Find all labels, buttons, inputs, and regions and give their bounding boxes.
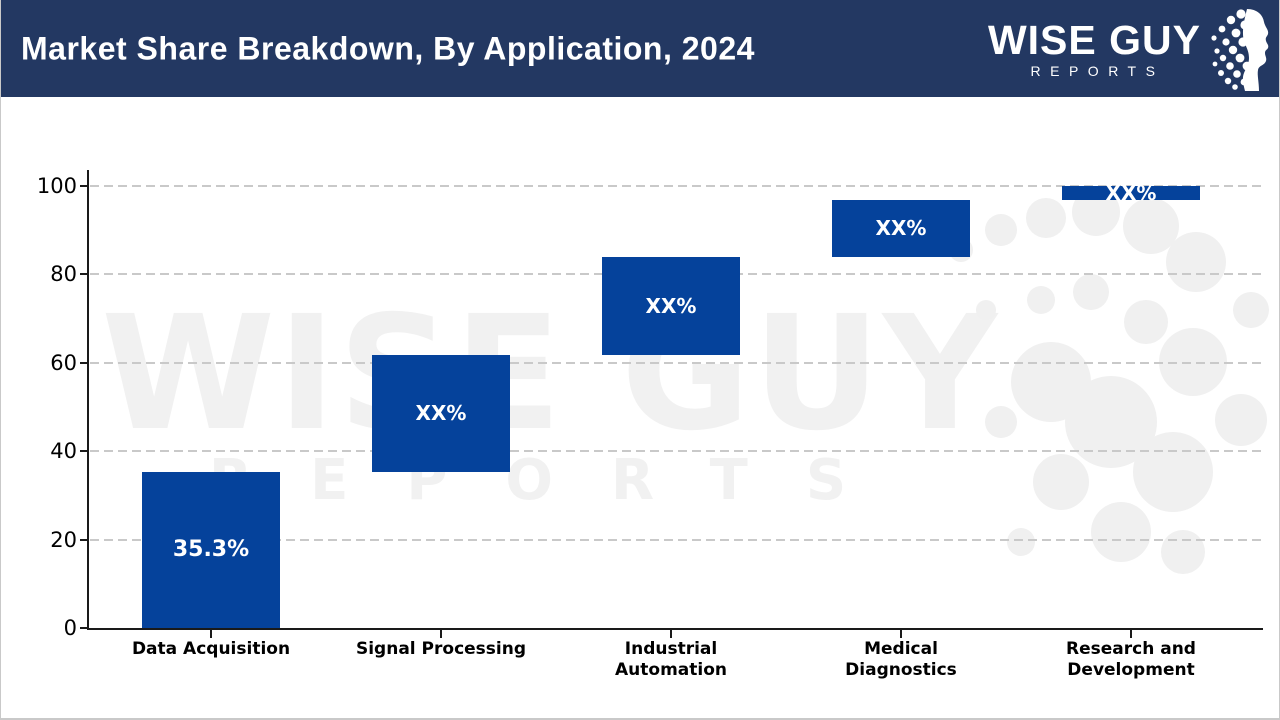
y-tick-label: 40 [50,439,77,464]
y-tick-mark [80,361,87,364]
bar-value-label: XX% [875,216,927,241]
y-tick-mark [80,450,87,453]
gridline-100 [90,185,1263,187]
x-axis-line [87,628,1263,630]
x-category-label-line: Automation [615,660,727,680]
gridline-40 [90,450,1263,453]
x-category-label-line: Signal Processing [355,639,527,659]
x-category-label-line: Medical [864,639,938,659]
x-category-label-line: Research and [1066,639,1196,659]
y-tick-label: 100 [36,174,77,198]
bar-industrial-automation [602,257,740,355]
x-tick-mark [210,630,212,638]
x-category-label: Industrial Automation [561,639,781,681]
y-tick-mark [80,185,87,187]
bar-value-label: XX% [415,401,467,426]
bar-signal-processing [372,354,510,472]
x-tick-mark [1130,630,1132,638]
x-category-label-line: Data Acquisition [131,639,291,659]
bar-value-label: XX% [645,294,697,318]
logo-text: WISE GUY REPORTS [987,16,1201,80]
x-category-label: Signal Processing [331,639,551,660]
bar-value-label: XX% [1105,180,1157,205]
x-category-label: Data Acquisition [101,639,321,660]
x-category-label-line: Industrial [624,639,718,659]
y-tick-label: 80 [50,262,77,287]
y-tick-label: 60 [50,350,77,375]
gridline-20 [90,538,1263,541]
x-category-label-line: Diagnostics [845,660,957,680]
y-tick-mark [80,627,87,629]
gridline-60 [90,361,1263,364]
x-category-label: Medical Diagnostics [791,639,1011,681]
logo-wordmark: WISE GUY [987,16,1201,63]
logo-subtext: REPORTS [1030,63,1165,80]
bar-value-label: 35.3% [172,536,250,562]
x-category-label-line: Development [1067,660,1195,680]
header-bar: Market Share Breakdown, By Application, … [1,0,1279,97]
y-tick-label: 20 [50,527,77,552]
y-axis-line [87,170,89,630]
y-tick-mark [80,273,87,276]
x-category-label: Research and Development [1021,639,1241,681]
x-tick-mark [440,630,442,638]
x-tick-mark [670,630,672,638]
bar-medical-diagnostics [832,199,970,258]
wise-guy-logo: WISE GUY REPORTS [988,6,1269,92]
y-tick-mark [80,538,87,541]
bar-data-acquisition [142,471,280,628]
logo-head-icon [1211,9,1269,91]
y-tick-label: 0 [63,616,77,640]
x-tick-mark [900,630,902,638]
chart-title: Market Share Breakdown, By Application, … [21,30,755,66]
